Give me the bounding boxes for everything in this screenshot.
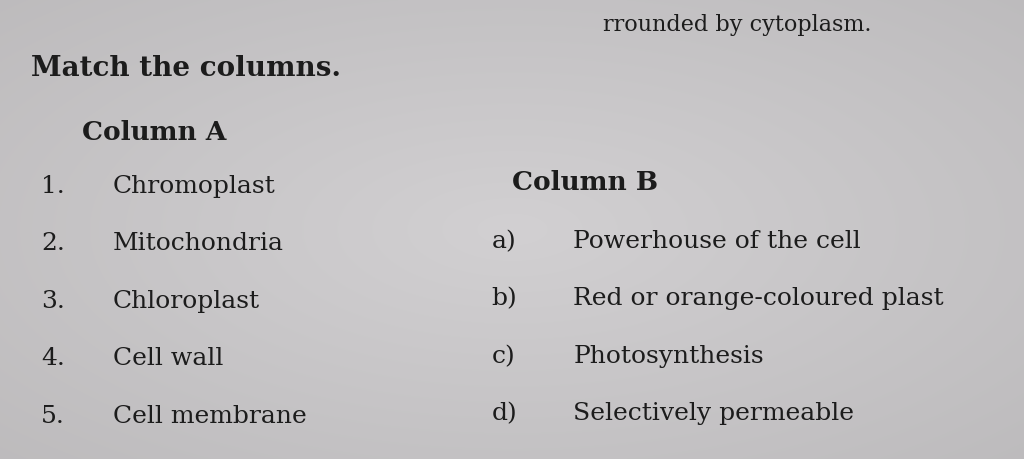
Text: a): a)	[492, 230, 516, 252]
Text: d): d)	[492, 402, 517, 425]
Text: Chromoplast: Chromoplast	[113, 174, 275, 197]
Text: 3.: 3.	[41, 289, 65, 312]
Text: Cell wall: Cell wall	[113, 347, 223, 369]
Text: Red or orange-coloured plast: Red or orange-coloured plast	[573, 287, 944, 310]
Text: b): b)	[492, 287, 517, 310]
Text: 1.: 1.	[41, 174, 65, 197]
Text: c): c)	[492, 344, 515, 367]
Text: Column A: Column A	[82, 119, 226, 144]
Text: rrounded by cytoplasm.: rrounded by cytoplasm.	[603, 14, 871, 36]
Text: Powerhouse of the cell: Powerhouse of the cell	[573, 230, 861, 252]
Text: 2.: 2.	[41, 232, 65, 255]
Text: Photosynthesis: Photosynthesis	[573, 344, 764, 367]
Text: Cell membrane: Cell membrane	[113, 404, 306, 427]
Text: Mitochondria: Mitochondria	[113, 232, 284, 255]
Text: Chloroplast: Chloroplast	[113, 289, 260, 312]
Text: 4.: 4.	[41, 347, 65, 369]
Text: Column B: Column B	[512, 170, 658, 195]
Text: 5.: 5.	[41, 404, 65, 427]
Text: Match the columns.: Match the columns.	[31, 55, 341, 82]
Text: Selectively permeable: Selectively permeable	[573, 402, 854, 425]
